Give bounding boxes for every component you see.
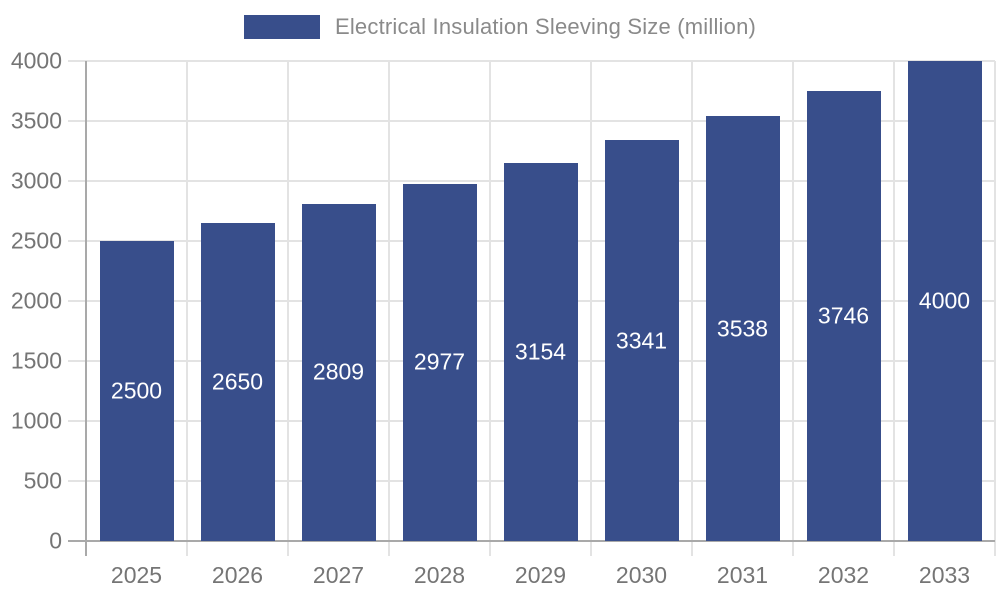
y-axis-line	[85, 61, 87, 556]
legend-swatch	[243, 15, 320, 39]
bar	[907, 61, 982, 541]
gridline-vertical	[489, 61, 491, 556]
gridline-vertical	[186, 61, 188, 556]
bar	[806, 91, 881, 541]
bar-value-label: 2650	[211, 368, 264, 395]
x-tick-label: 2031	[716, 562, 769, 588]
bar	[503, 162, 578, 541]
bar	[604, 140, 679, 541]
bar	[99, 241, 174, 541]
y-tick-label: 1000	[10, 407, 62, 434]
gridline-vertical	[287, 61, 289, 556]
y-tick-label: 3500	[10, 107, 62, 134]
y-tick-label: 0	[49, 527, 62, 554]
gridline-vertical	[994, 61, 996, 556]
gridline-vertical	[893, 61, 895, 556]
x-tick-label: 2032	[817, 562, 870, 588]
x-tick-label: 2026	[211, 562, 264, 588]
x-tick-label: 2030	[615, 562, 668, 588]
gridline-vertical	[691, 61, 693, 556]
bar	[200, 223, 275, 541]
y-tick-label: 4000	[10, 47, 62, 74]
y-tick-label: 2500	[10, 227, 62, 254]
x-tick-label: 2028	[413, 562, 466, 588]
x-tick-label: 2025	[110, 562, 163, 588]
bar-value-label: 3341	[615, 327, 668, 354]
y-tick-label: 3000	[10, 167, 62, 194]
bar-value-label: 2977	[413, 348, 466, 375]
bar-value-label: 3154	[514, 338, 567, 365]
bar-value-label: 2809	[312, 358, 365, 385]
y-tick-label: 500	[23, 467, 62, 494]
legend-label: Electrical Insulation Sleeving Size (mil…	[334, 14, 757, 39]
x-tick-label: 2027	[312, 562, 365, 588]
x-tick-label: 2029	[514, 562, 567, 588]
legend: Electrical Insulation Sleeving Size (mil…	[0, 14, 1000, 40]
bar-value-label: 3538	[716, 315, 769, 342]
x-tick-label: 2033	[918, 562, 971, 588]
gridline-vertical	[590, 61, 592, 556]
bar	[705, 116, 780, 541]
gridline-horizontal	[68, 120, 995, 122]
gridline-horizontal	[68, 60, 995, 62]
y-tick-label: 1500	[10, 347, 62, 374]
bar	[301, 203, 376, 541]
bar	[402, 183, 477, 541]
gridline-vertical	[388, 61, 390, 556]
bar-value-label: 4000	[918, 287, 971, 314]
bar-value-label: 2500	[110, 377, 163, 404]
x-axis-line	[68, 540, 995, 542]
bar-value-label: 3746	[817, 302, 870, 329]
y-tick-label: 2000	[10, 287, 62, 314]
gridline-vertical	[792, 61, 794, 556]
